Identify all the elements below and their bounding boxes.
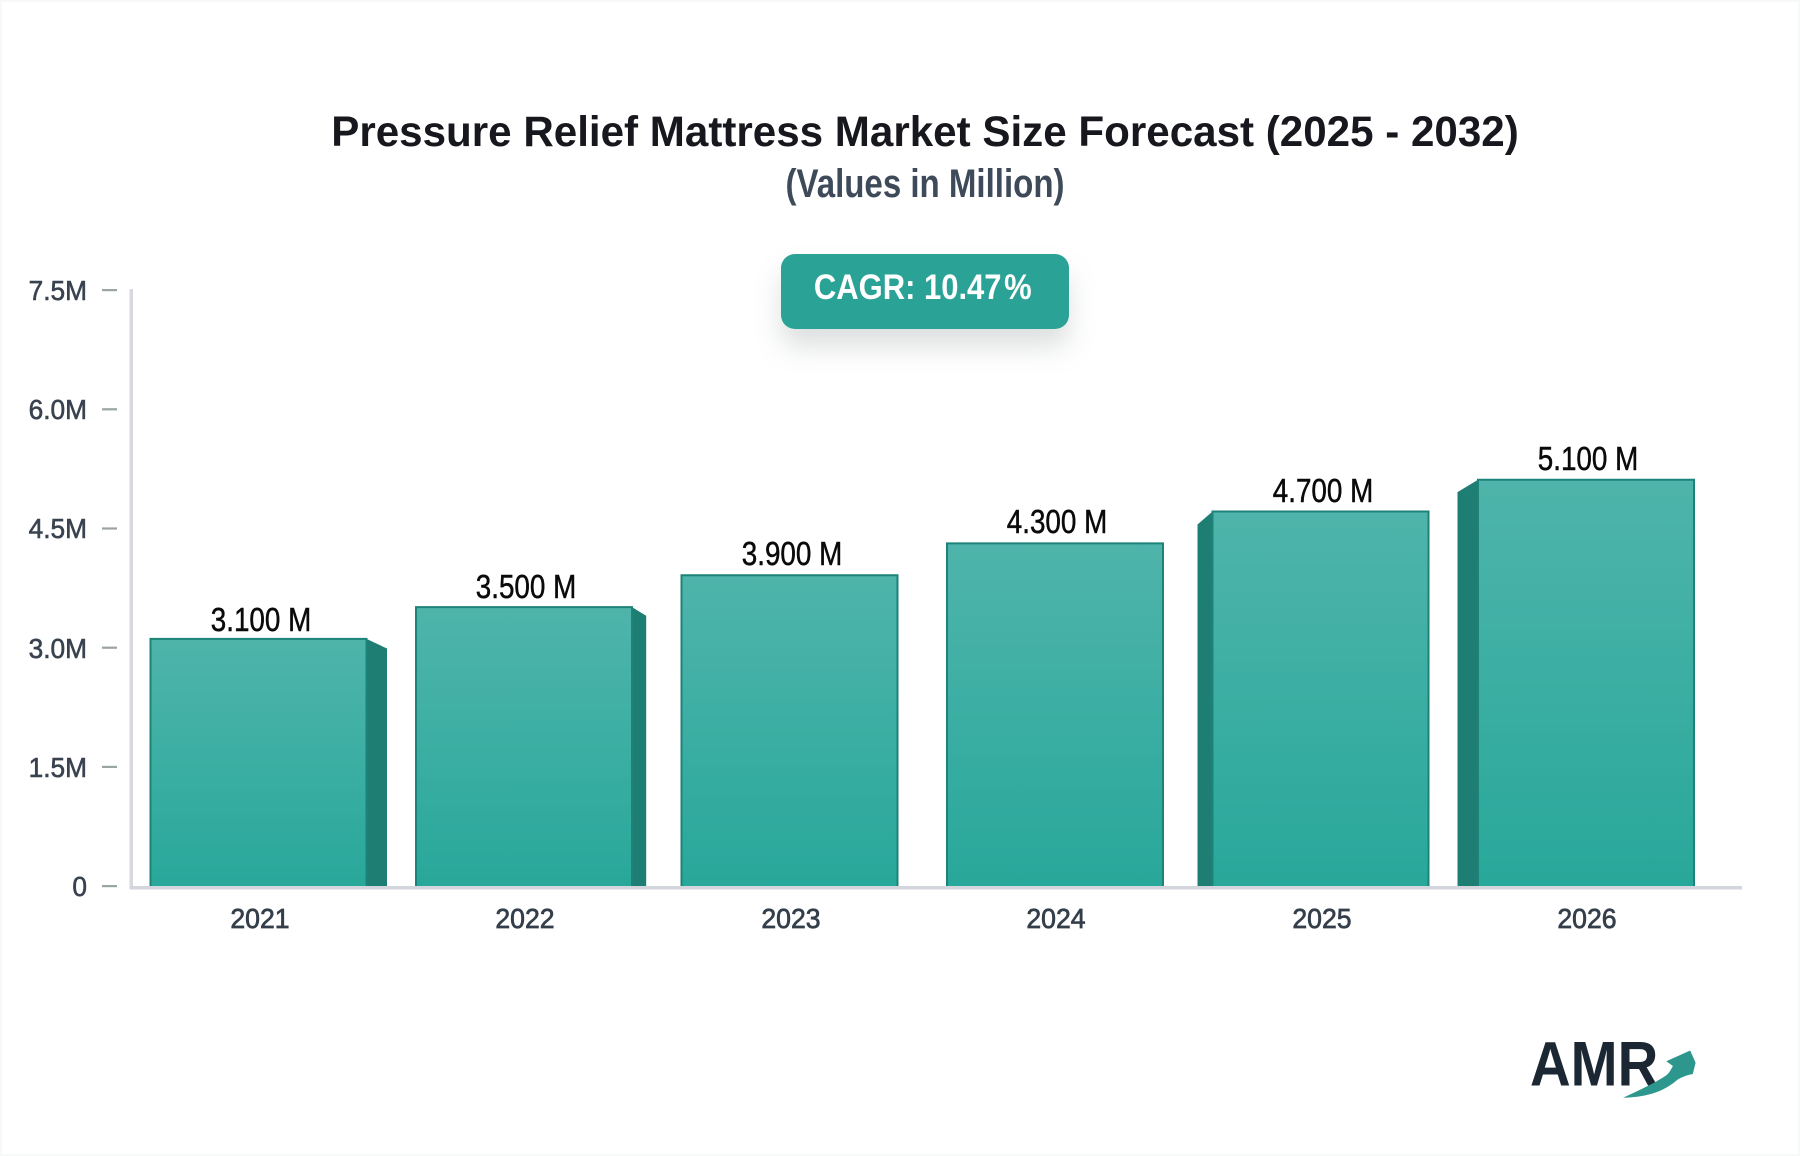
svg-text:AMR: AMR: [1530, 1030, 1658, 1100]
